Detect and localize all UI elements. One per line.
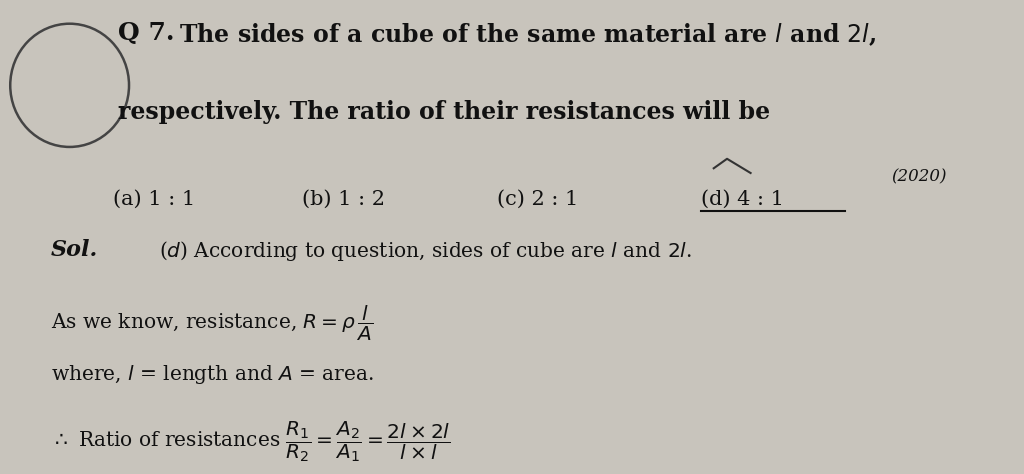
Text: Q 7.: Q 7. [118, 21, 174, 46]
Text: $\therefore$ Ratio of resistances $\dfrac{R_1}{R_2} = \dfrac{A_2}{A_1} = \dfrac{: $\therefore$ Ratio of resistances $\dfra… [51, 419, 451, 465]
Text: Sol.: Sol. [51, 239, 98, 261]
Text: where, $l$ = length and $A$ = area.: where, $l$ = length and $A$ = area. [51, 363, 374, 386]
Text: ($d$) According to question, sides of cube are $l$ and $2l$.: ($d$) According to question, sides of cu… [159, 239, 692, 264]
Text: (2020): (2020) [892, 168, 947, 185]
Text: As we know, resistance, $R = \rho\,\dfrac{l}{A}$: As we know, resistance, $R = \rho\,\dfra… [51, 303, 374, 343]
Text: respectively. The ratio of their resistances will be: respectively. The ratio of their resista… [118, 100, 770, 124]
Text: (a) 1 : 1: (a) 1 : 1 [113, 190, 195, 209]
Text: (d) 4 : 1: (d) 4 : 1 [701, 190, 784, 209]
Text: The sides of a cube of the same material are $l$ and $2l$,: The sides of a cube of the same material… [179, 21, 877, 48]
Text: (b) 1 : 2: (b) 1 : 2 [302, 190, 385, 209]
Text: (c) 2 : 1: (c) 2 : 1 [497, 190, 578, 209]
